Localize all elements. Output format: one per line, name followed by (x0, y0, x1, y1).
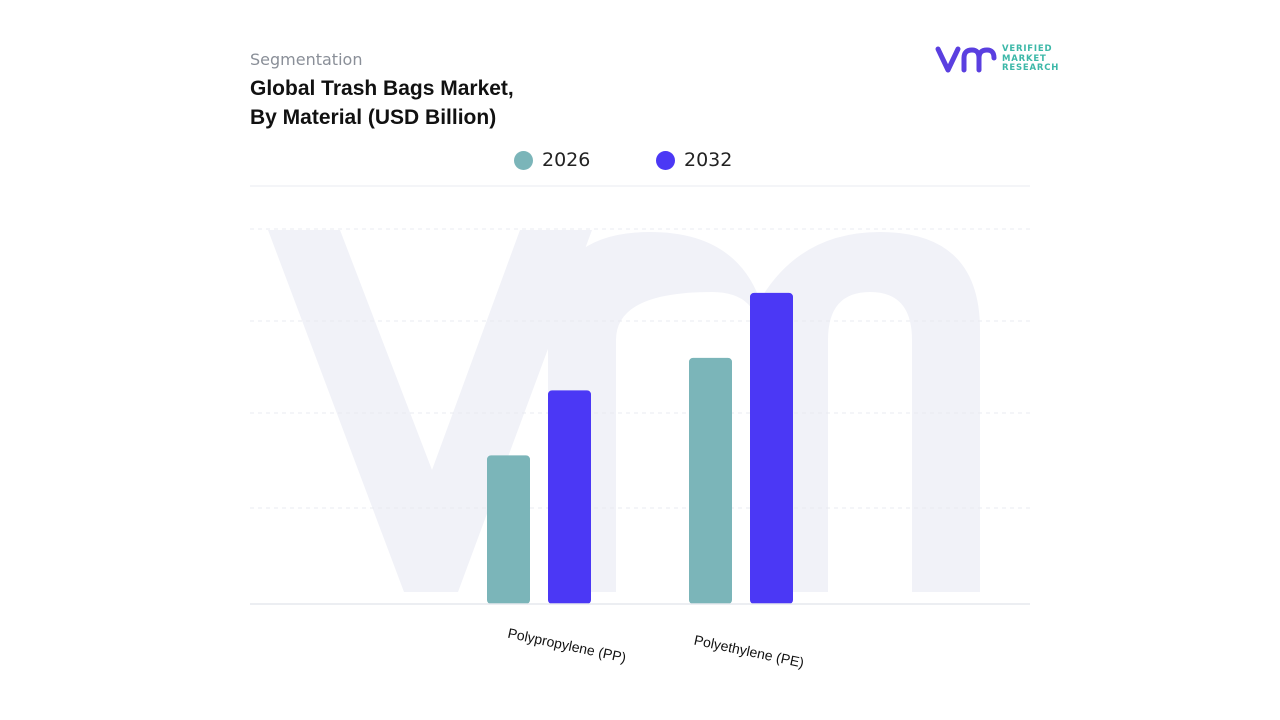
legend-swatch-2026 (514, 151, 533, 170)
bars (487, 292, 793, 604)
legend-label-2032: 2032 (684, 149, 733, 171)
bar-2032-pe[interactable] (750, 292, 793, 604)
page-title: Global Trash Bags Market, By Material (U… (250, 74, 514, 132)
watermark-logo (268, 230, 980, 592)
title-line-1: Global Trash Bags Market, (250, 77, 514, 100)
x-tick-label: Polyethylene (PE) (693, 632, 806, 671)
x-axis-labels: Polypropylene (PP) Polyethylene (PE) (506, 625, 805, 671)
chart-legend: 2026 2032 (0, 148, 1280, 174)
logo-line-1: VERIFIED (1002, 44, 1053, 54)
legend-swatch-2032 (656, 151, 675, 170)
title-line-2: By Material (USD Billion) (250, 106, 497, 129)
bar-2026-pe[interactable] (689, 357, 732, 604)
bar-2026-pp[interactable] (487, 455, 530, 604)
x-tick-label: Polypropylene (PP) (506, 625, 627, 666)
logo-line-2: MARKET (1002, 53, 1047, 64)
gridlines (250, 185, 1030, 509)
vmr-logo-icon (935, 46, 997, 73)
logo-line-3: RESEARCH (1002, 63, 1060, 73)
legend-label-2026: 2026 (542, 149, 591, 171)
segmentation-label: Segmentation (250, 50, 363, 69)
bar-2032-pp[interactable] (548, 390, 591, 604)
logo-wordmark: VERIFIED MARKET RESEARCH (1002, 44, 1060, 74)
